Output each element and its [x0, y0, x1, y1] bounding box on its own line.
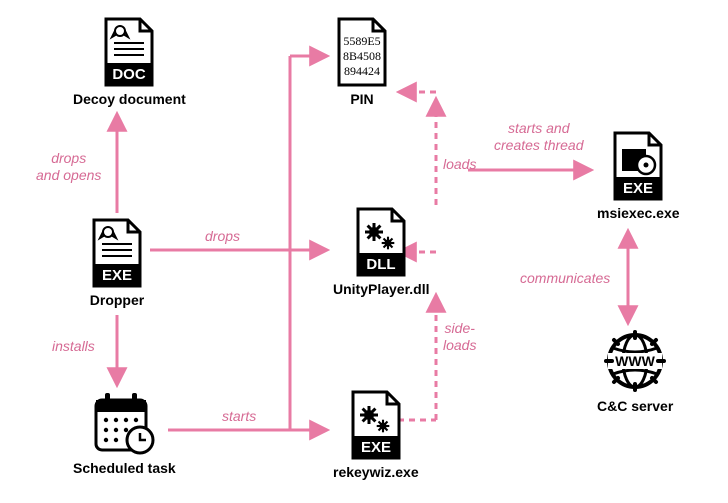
node-label: PIN	[350, 91, 373, 107]
exe-file-icon: EXE	[88, 218, 146, 288]
node-label: rekeywiz.exe	[333, 464, 419, 480]
globe-www-icon: WWW	[602, 328, 668, 394]
pin-file-icon: 5589E5 8B4508 894424	[333, 17, 391, 87]
svg-text:8B4508: 8B4508	[343, 49, 381, 63]
doc-file-icon: DOC	[100, 17, 158, 87]
calendar-clock-icon	[91, 390, 157, 456]
node-label: Dropper	[90, 292, 144, 308]
node-rekeywiz-exe: EXE rekeywiz.exe	[333, 390, 419, 480]
node-dropper: EXE Dropper	[88, 218, 146, 308]
svg-text:WWW: WWW	[615, 353, 655, 369]
svg-text:EXE: EXE	[361, 439, 391, 456]
node-pin: 5589E5 8B4508 894424 PIN	[333, 17, 391, 107]
node-scheduled-task: Scheduled task	[73, 390, 176, 476]
edge-label-starts: starts	[222, 408, 256, 425]
node-label: C&C server	[597, 398, 673, 414]
edge-label-loads: loads	[443, 156, 476, 173]
node-decoy-document: DOC Decoy document	[73, 17, 186, 107]
edge-label-drops-opens: dropsand opens	[36, 150, 101, 184]
edge-label-sideloads: side-loads	[443, 320, 476, 354]
exe-installer-file-icon: EXE	[609, 131, 667, 201]
node-label: UnityPlayer.dll	[333, 281, 429, 297]
dll-file-icon: DLL	[352, 207, 410, 277]
exe-gears-file-icon: EXE	[347, 390, 405, 460]
svg-text:5589E5: 5589E5	[343, 34, 380, 48]
svg-text:DLL: DLL	[367, 256, 396, 273]
edge-label-communicates: communicates	[520, 270, 610, 287]
edge-label-drops: drops	[205, 228, 240, 245]
edge-label-starts-thread: starts andcreates thread	[494, 120, 584, 154]
svg-text:DOC: DOC	[113, 66, 147, 83]
node-cnc-server: WWW C&C server	[597, 328, 673, 414]
node-unityplayer-dll: DLL UnityPlayer.dll	[333, 207, 429, 297]
svg-text:EXE: EXE	[623, 180, 653, 197]
svg-text:EXE: EXE	[102, 267, 132, 284]
node-msiexec-exe: EXE msiexec.exe	[597, 131, 680, 221]
node-label: msiexec.exe	[597, 205, 680, 221]
node-label: Decoy document	[73, 91, 186, 107]
svg-text:894424: 894424	[344, 64, 380, 78]
edge-label-installs: installs	[52, 338, 95, 355]
node-label: Scheduled task	[73, 460, 176, 476]
